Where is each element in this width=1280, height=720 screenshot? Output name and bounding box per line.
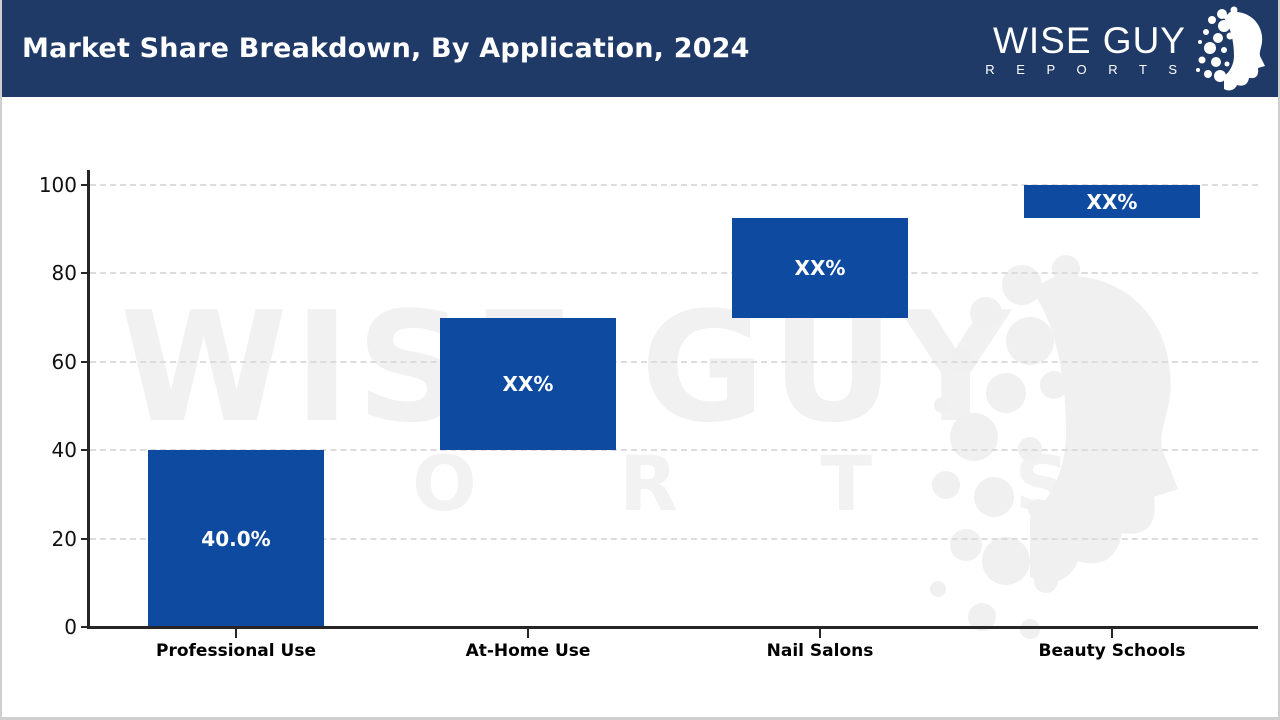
x-tick-label-2: Nail Salons [766,641,874,661]
y-tick-label-80: 80 [51,261,77,286]
y-tick-100 [81,184,90,186]
bar-value-label: XX% [794,255,846,280]
y-axis [87,170,90,629]
bar-at-home-use: XX% [440,317,616,451]
y-tick-label-60: 60 [51,349,77,374]
logo-subtitle: R E P O R T S [985,61,1186,77]
x-axis [87,626,1258,629]
gridline-60 [90,360,1258,363]
x-tick-1 [527,629,529,638]
logo-text: WISE GUY R E P O R T S [985,22,1186,76]
chart-area: WISE GUY P O R T S 0 20 40 60 [2,97,1278,717]
page-title: Market Share Breakdown, By Application, … [22,33,750,64]
x-tick-label-3: Beauty Schools [1038,641,1186,661]
y-tick-80 [81,272,90,275]
x-tick-3 [1111,629,1113,638]
wiseguy-logo: WISE GUY R E P O R T S [985,6,1278,92]
y-tick-20 [81,537,90,540]
y-tick-0 [81,626,90,628]
y-tick-label-0: 0 [64,615,77,639]
gridline-20 [90,537,1258,540]
x-tick-label-0: Professional Use [156,641,316,661]
gridline-40 [90,449,1258,452]
x-tick-0 [235,629,237,638]
logo-face-icon [1196,6,1265,90]
y-tick-60 [81,360,90,363]
bar-professional-use: 40.0% [148,450,324,627]
x-tick-2 [819,629,821,638]
y-tick-label-40: 40 [51,438,77,463]
bar-nail-salons: XX% [732,218,908,318]
bar-beauty-schools: XX% [1024,185,1200,219]
bar-value-label: 40.0% [201,526,271,551]
y-tick-40 [81,449,90,452]
logo-name: WISE GUY [992,19,1186,61]
x-tick-label-1: At-Home Use [465,641,591,661]
gridline-100 [90,184,1258,186]
bar-value-label: XX% [502,371,554,396]
header-bar: Market Share Breakdown, By Application, … [2,0,1278,97]
y-tick-label-100: 100 [38,173,77,197]
gridline-80 [90,272,1258,275]
bar-value-label: XX% [1086,189,1138,214]
y-tick-label-20: 20 [51,526,77,551]
